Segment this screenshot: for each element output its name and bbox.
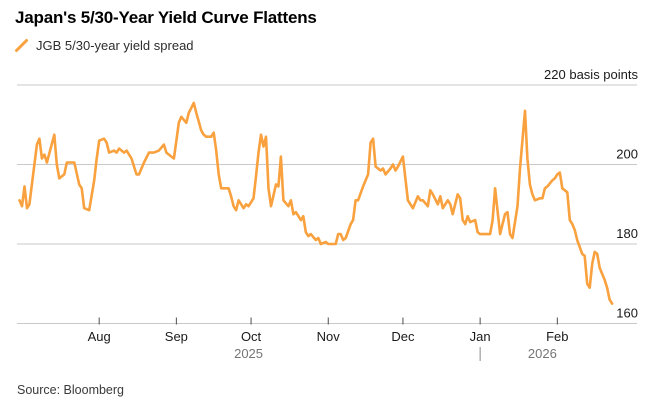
line-slash-icon — [15, 39, 28, 52]
x-axis-label-dec: Dec — [391, 329, 415, 344]
x-axis-label-jan: Jan — [470, 329, 491, 344]
yield-spread-line — [18, 101, 614, 305]
page-title: Japan's 5/30-Year Yield Curve Flattens — [15, 8, 317, 27]
legend-label: JGB 5/30-year yield spread — [36, 38, 194, 53]
y-axis-label-220: 220 basis points — [544, 67, 638, 82]
y-axis-label-180: 180 — [616, 226, 638, 241]
legend: JGB 5/30-year yield spread — [14, 38, 194, 53]
x-axis-label-sep: Sep — [165, 329, 188, 344]
y-axis-label-160: 160 — [616, 306, 638, 321]
year-label-2026: 2026 — [528, 346, 557, 361]
source-attribution: Source: Bloomberg — [17, 383, 125, 397]
year-label-2025: 2025 — [234, 346, 263, 361]
x-axis-label-aug: Aug — [88, 329, 111, 344]
x-axis-label-feb: Feb — [546, 329, 568, 344]
y-axis-label-200: 200 — [616, 147, 638, 162]
x-axis-label-oct: Oct — [241, 329, 262, 344]
x-axis-label-nov: Nov — [317, 329, 341, 344]
